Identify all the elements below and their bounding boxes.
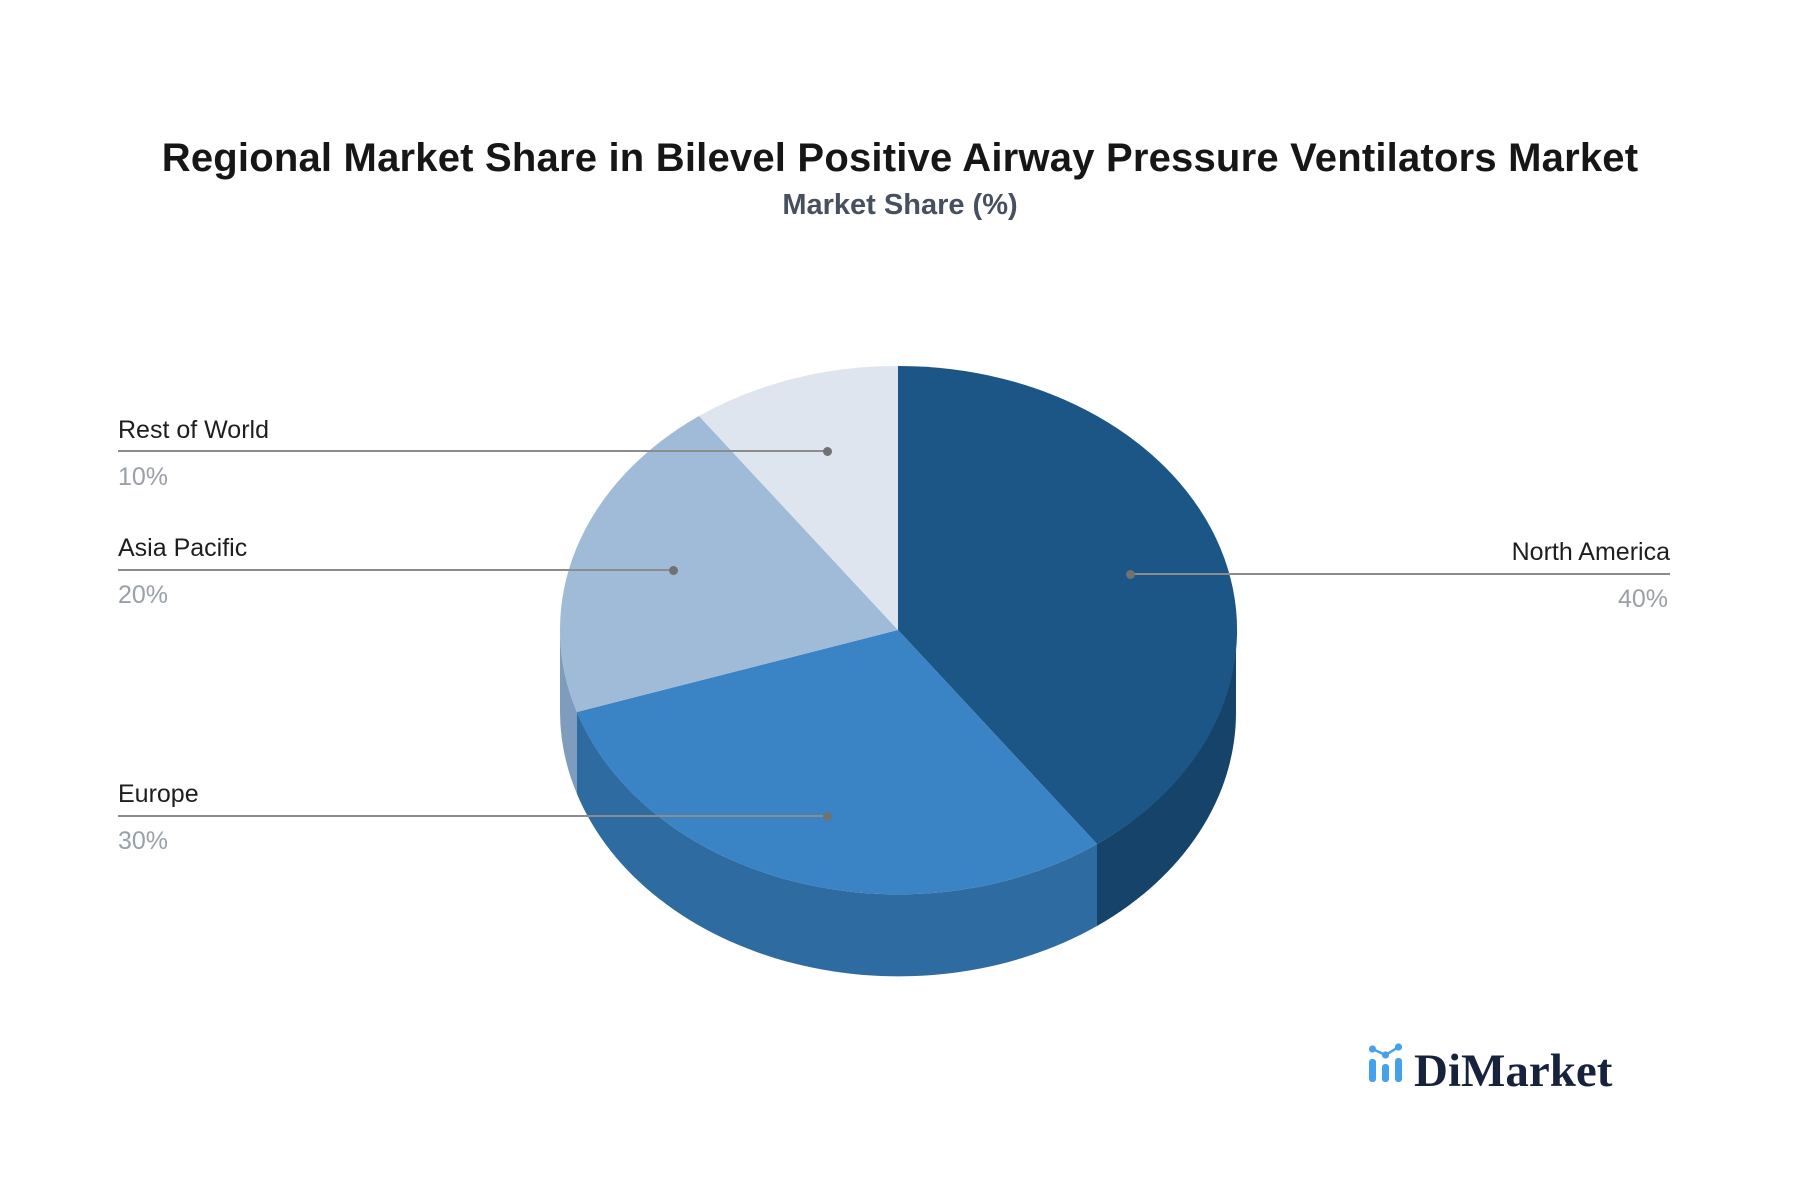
pie-slice-asia-pacific[interactable]: [560, 416, 898, 712]
dimarket-logo-icon: [1368, 1043, 1403, 1082]
label-europe: Europe: [118, 780, 199, 808]
leader-line-asia-pacific: [118, 569, 673, 571]
value-europe: 30%: [118, 827, 169, 855]
value-rest-of-world: 10%: [118, 463, 169, 491]
pie-rim-asia-pacific: [560, 630, 577, 794]
label-rest-of-world: Rest of World: [118, 416, 269, 444]
pie-rim-europe: [577, 712, 1097, 977]
chart-subtitle: Market Share (%): [782, 189, 1018, 221]
leader-dot-rest-of-world: [823, 447, 832, 456]
pie-slice-north-america[interactable]: [898, 365, 1238, 844]
label-asia-pacific: Asia Pacific: [118, 534, 248, 562]
leader-dot-asia-pacific: [669, 566, 678, 575]
label-north-america: North America: [1511, 538, 1670, 566]
value-north-america: 40%: [1617, 585, 1668, 613]
leader-line-rest-of-world: [118, 450, 827, 452]
leader-line-europe: [118, 815, 827, 817]
value-asia-pacific: 20%: [118, 581, 169, 609]
leader-dot-north-america: [1126, 570, 1135, 579]
dimarket-logo-text: DiMarket: [1414, 1045, 1613, 1097]
pie-rim-north-america: [1097, 630, 1237, 926]
pie-slice-rest-of-world[interactable]: [699, 365, 898, 630]
leader-dot-europe: [823, 812, 832, 821]
pie-slice-europe[interactable]: [577, 630, 1097, 895]
leader-line-north-america: [1130, 573, 1670, 575]
chart-title: Regional Market Share in Bilevel Positiv…: [161, 136, 1639, 180]
